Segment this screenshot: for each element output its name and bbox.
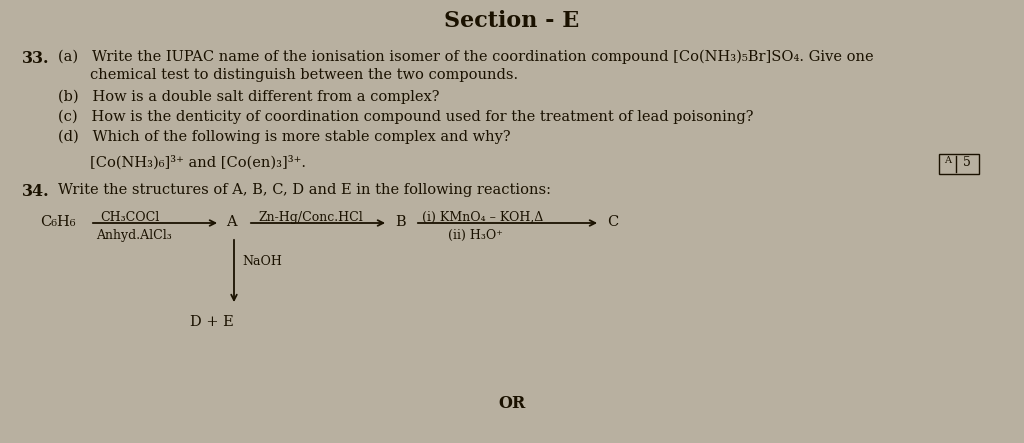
- Text: [Co(NH₃)₆]³⁺ and [Co(en)₃]³⁺.: [Co(NH₃)₆]³⁺ and [Co(en)₃]³⁺.: [90, 155, 306, 169]
- Text: (b)   How is a double salt different from a complex?: (b) How is a double salt different from …: [58, 90, 439, 105]
- Text: D + E: D + E: [190, 315, 233, 329]
- Text: OR: OR: [499, 395, 525, 412]
- Text: 5: 5: [963, 156, 971, 169]
- Text: (a)   Write the IUPAC name of the ionisation isomer of the coordination compound: (a) Write the IUPAC name of the ionisati…: [58, 50, 873, 64]
- Text: A: A: [226, 215, 237, 229]
- Text: C: C: [607, 215, 618, 229]
- Text: Zn-Hg/Conc.HCl: Zn-Hg/Conc.HCl: [258, 211, 362, 224]
- Text: (c)   How is the denticity of coordination compound used for the treatment of le: (c) How is the denticity of coordination…: [58, 110, 754, 124]
- Text: B: B: [395, 215, 406, 229]
- Text: CH₃COCl: CH₃COCl: [100, 211, 160, 224]
- Text: 33.: 33.: [22, 50, 49, 67]
- Text: A: A: [944, 156, 951, 165]
- Text: C₆H₆: C₆H₆: [40, 215, 76, 229]
- Text: Anhyd.AlCl₃: Anhyd.AlCl₃: [96, 229, 172, 242]
- Text: NaOH: NaOH: [242, 255, 282, 268]
- Text: (ii) H₃O⁺: (ii) H₃O⁺: [449, 229, 503, 242]
- Text: Section - E: Section - E: [444, 10, 580, 32]
- Text: (i) KMnO₄ – KOH,Δ: (i) KMnO₄ – KOH,Δ: [422, 211, 544, 224]
- Text: 34.: 34.: [22, 183, 49, 200]
- Text: Write the structures of A, B, C, D and E in the following reactions:: Write the structures of A, B, C, D and E…: [58, 183, 551, 197]
- Text: (d)   Which of the following is more stable complex and why?: (d) Which of the following is more stabl…: [58, 130, 511, 144]
- Text: chemical test to distinguish between the two compounds.: chemical test to distinguish between the…: [90, 68, 518, 82]
